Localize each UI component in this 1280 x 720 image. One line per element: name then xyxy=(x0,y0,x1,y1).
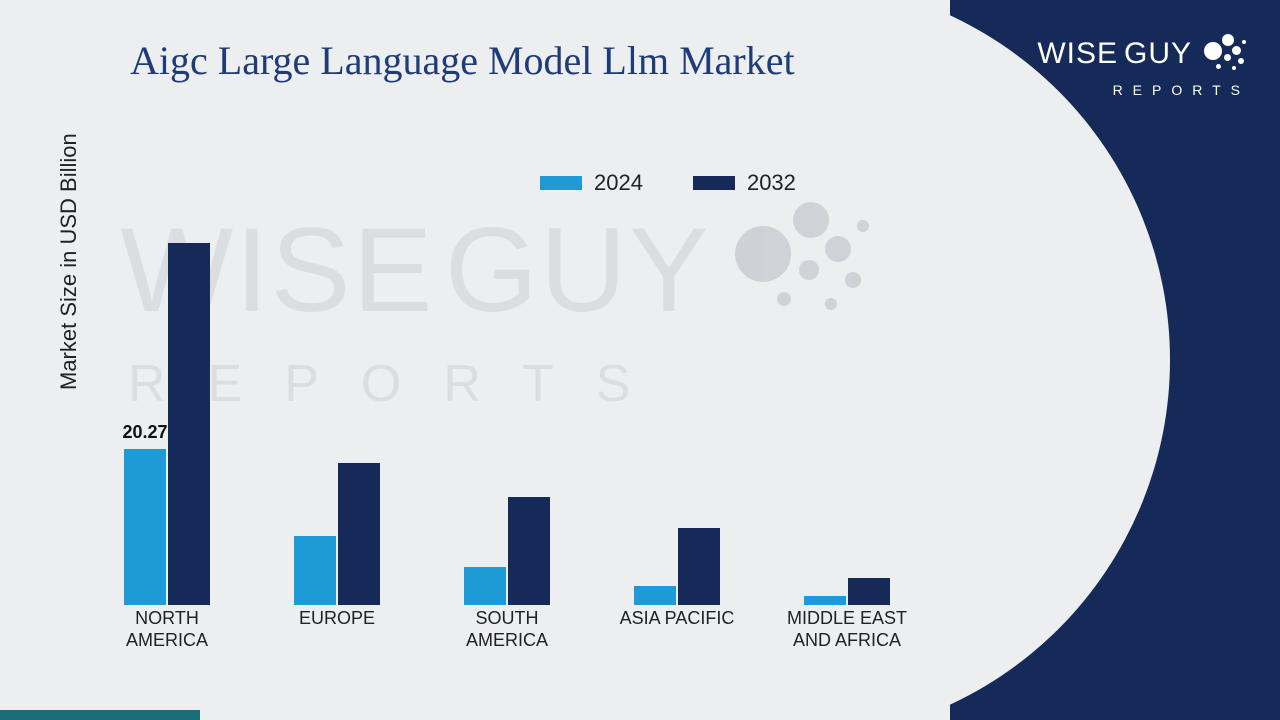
legend-item-2024: 2024 xyxy=(540,170,643,196)
legend-swatch-2032 xyxy=(693,176,735,190)
bar-series-b xyxy=(508,497,550,605)
legend-swatch-2024 xyxy=(540,176,582,190)
brand-text-1b: GUY xyxy=(1124,37,1192,71)
x-axis-category-label: ASIA PACIFIC xyxy=(612,608,742,630)
x-axis-category-label: NORTH AMERICA xyxy=(102,608,232,651)
bar-value-label: 20.27 xyxy=(110,422,180,443)
x-axis-category-label: EUROPE xyxy=(272,608,402,630)
bar-series-a xyxy=(294,536,336,605)
bar-series-b xyxy=(848,578,890,605)
right-panel xyxy=(950,0,1280,720)
brand-head-icon xyxy=(1198,28,1250,80)
brand-text-2: REPORTS xyxy=(1037,82,1250,98)
bottom-strip xyxy=(0,710,200,720)
brand-logo: WISE GUY REPORTS xyxy=(1037,28,1250,98)
chart-plot-area: 20.27 xyxy=(110,205,930,605)
y-axis-label: Market Size in USD Billion xyxy=(56,133,82,390)
legend-label-2024: 2024 xyxy=(594,170,643,196)
chart-title: Aigc Large Language Model Llm Market xyxy=(130,38,795,84)
bar-series-b xyxy=(338,463,380,605)
bar-series-a xyxy=(634,586,676,605)
x-axis-category-label: MIDDLE EAST AND AFRICA xyxy=(782,608,912,651)
bar-series-a xyxy=(804,596,846,605)
bar-series-b xyxy=(678,528,720,605)
legend-item-2032: 2032 xyxy=(693,170,796,196)
legend-label-2032: 2032 xyxy=(747,170,796,196)
bar-series-a xyxy=(464,567,506,605)
bar-series-a xyxy=(124,449,166,605)
x-axis-category-label: SOUTH AMERICA xyxy=(442,608,572,651)
legend: 2024 2032 xyxy=(540,170,796,196)
brand-text-1a: WISE xyxy=(1037,37,1118,71)
x-axis: NORTH AMERICAEUROPESOUTH AMERICAASIA PAC… xyxy=(110,608,930,708)
